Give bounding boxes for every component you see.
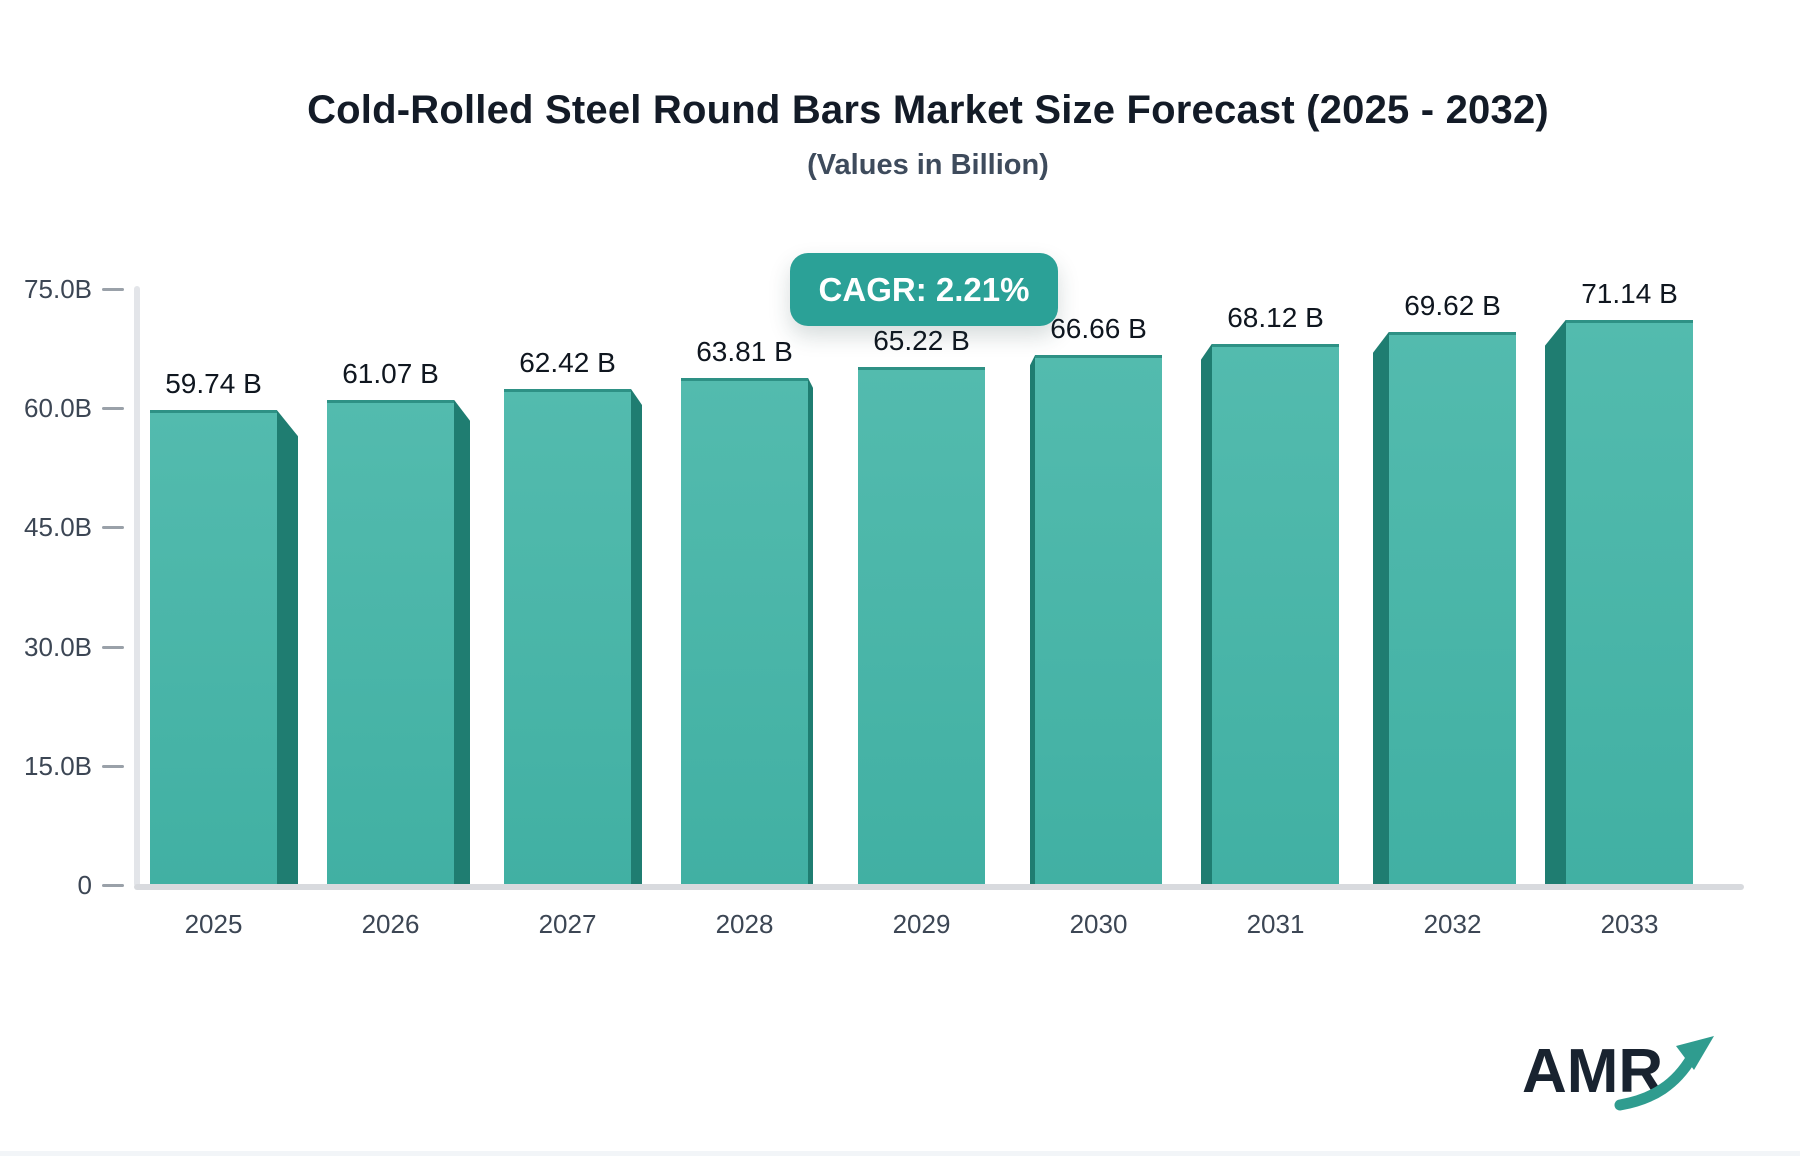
growth-arrow-icon: [1614, 1036, 1714, 1111]
x-axis-label-2031: 2031: [1246, 909, 1305, 939]
bar-value-label: 66.66 B: [1050, 313, 1147, 345]
y-axis-tick-label: 30.0B: [24, 631, 92, 662]
bar-side-face: [454, 399, 470, 885]
bar-value-label: 65.22 B: [873, 324, 970, 356]
y-axis-tick-mark: [102, 288, 124, 291]
y-axis-tick: 0: [0, 870, 126, 900]
bar-2025: [150, 410, 277, 885]
x-axis-label-2029: 2029: [892, 909, 951, 939]
y-axis-tick-label: 15.0B: [24, 750, 92, 781]
cagr-badge-label: CAGR: 2.21%: [818, 270, 1030, 308]
bar-2027: [504, 388, 631, 885]
y-axis-line: [134, 286, 140, 887]
x-axis-label-2025: 2025: [184, 909, 243, 939]
bar-2032: [1389, 331, 1516, 885]
y-axis-tick-label: 45.0B: [24, 512, 92, 543]
bar-side-face: [631, 388, 642, 885]
y-axis-tick-mark: [102, 407, 124, 411]
y-axis-tick-label: 60.0B: [24, 393, 92, 424]
x-axis-label-2033: 2033: [1600, 909, 1659, 939]
bar-2030: [1035, 355, 1162, 885]
bar-side-face: [808, 377, 813, 885]
page-edge: [0, 1151, 1800, 1156]
bar-value-label: 61.07 B: [342, 357, 439, 389]
y-axis-tick-label: 75.0B: [24, 274, 92, 304]
y-axis-tick-mark: [102, 526, 124, 530]
bar-side-face: [1030, 355, 1035, 885]
bar-value-label: 63.81 B: [696, 335, 793, 367]
bar-side-face: [1545, 319, 1566, 885]
bar-side-face: [1201, 343, 1212, 885]
y-axis-tick: 45.0B: [0, 512, 126, 542]
y-axis-tick: 15.0B: [0, 751, 126, 781]
y-axis-tick-label: 0: [77, 870, 92, 900]
bar-value-label: 62.42 B: [519, 346, 616, 378]
chart-header: Cold-Rolled Steel Round Bars Market Size…: [56, 88, 1800, 182]
chart-subtitle: (Values in Billion): [807, 149, 1049, 181]
bar-2033: [1566, 319, 1693, 885]
y-axis-tick: 30.0B: [0, 632, 126, 662]
x-axis-label-2030: 2030: [1069, 909, 1128, 939]
bar-value-label: 69.62 B: [1404, 289, 1501, 321]
bar-2031: [1212, 343, 1339, 885]
y-axis-tick-mark: [102, 645, 124, 649]
bar-value-label: 71.14 B: [1581, 277, 1678, 309]
bar-value-label: 59.74 B: [165, 368, 262, 400]
x-axis-baseline: [134, 884, 1744, 890]
amr-logo: AMR: [1522, 1036, 1714, 1111]
x-axis-label-2026: 2026: [361, 909, 420, 939]
bar-2026: [327, 399, 454, 885]
bar-2028: [681, 377, 808, 885]
bar-side-face: [277, 410, 298, 885]
x-axis-label-2028: 2028: [715, 909, 774, 939]
y-axis-tick: 75.0B: [0, 274, 126, 304]
bar-side-face: [1373, 331, 1389, 885]
y-axis-tick: 60.0B: [0, 393, 126, 423]
bar-value-label: 68.12 B: [1227, 301, 1324, 333]
y-axis-tick-mark: [102, 764, 124, 768]
cagr-badge: CAGR: 2.21%: [790, 253, 1058, 326]
y-axis-tick-mark: [102, 884, 124, 887]
bar-2029: [858, 366, 985, 885]
x-axis-label-2032: 2032: [1423, 909, 1482, 939]
chart-title: Cold-Rolled Steel Round Bars Market Size…: [307, 88, 1549, 132]
x-axis-label-2027: 2027: [538, 909, 597, 939]
